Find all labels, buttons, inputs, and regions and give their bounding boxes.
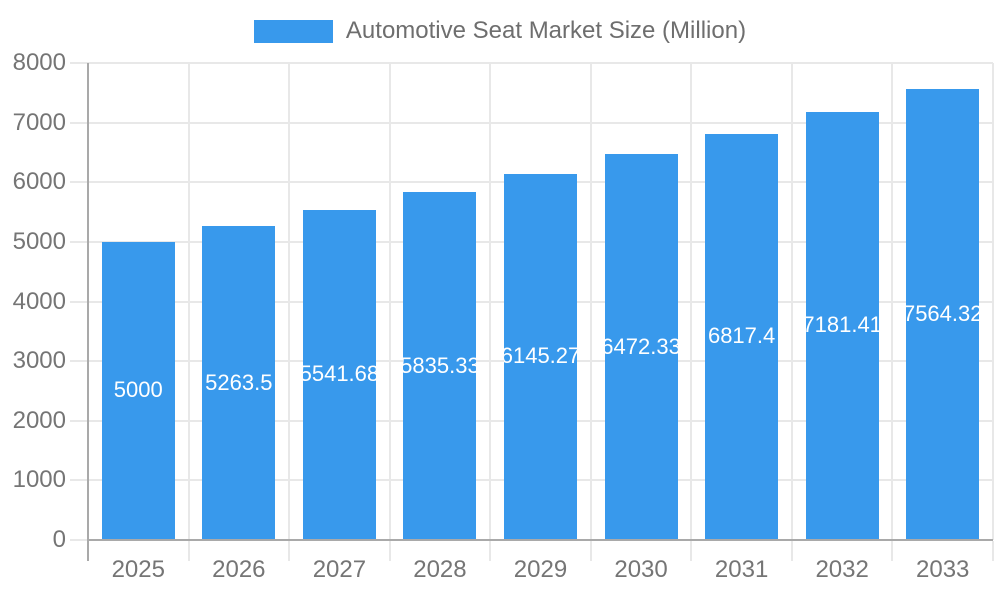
y-axis-line: [87, 63, 89, 561]
y-tick-label: 1000: [12, 466, 66, 494]
chart-legend[interactable]: Automotive Seat Market Size (Million): [0, 19, 1000, 43]
x-tick-label: 2025: [111, 556, 165, 583]
bar[interactable]: 7564.32: [906, 88, 980, 539]
x-tick: [388, 541, 391, 561]
legend-swatch-icon: [253, 19, 333, 43]
bar[interactable]: 7181.41: [805, 111, 879, 539]
y-tick-label: 6000: [12, 168, 66, 196]
bar-value-label: 6817.4: [707, 323, 776, 349]
bar-value-label: 6472.33: [604, 333, 678, 359]
x-tick-label: 2032: [815, 556, 869, 583]
x-tick-label: 2026: [212, 556, 266, 583]
legend-label: Automotive Seat Market Size (Million): [345, 17, 747, 44]
y-tick-label: 3000: [12, 347, 66, 375]
x-gridline: [187, 63, 190, 540]
y-tick-label: 8000: [12, 49, 66, 76]
x-tick: [992, 541, 994, 561]
bar[interactable]: 6817.4: [705, 133, 779, 539]
x-tick: [690, 541, 693, 561]
bar-value-label: 5835.33: [403, 352, 477, 378]
x-axis-line: [88, 539, 993, 541]
x-tick-label: 2029: [513, 556, 568, 583]
y-tick-label: 4000: [12, 287, 66, 315]
bar[interactable]: 5000: [101, 241, 175, 539]
bar[interactable]: 5835.33: [403, 192, 477, 539]
x-tick-label: 2028: [413, 556, 467, 583]
bar-value-label: 5000: [113, 377, 163, 403]
x-gridline: [489, 63, 492, 540]
bar-value-label: 6145.27: [504, 343, 577, 369]
bar-value-label: 7181.41: [805, 312, 879, 338]
x-tick-label: 2027: [312, 556, 367, 583]
x-tick: [891, 541, 894, 561]
x-tick-label: 2031: [714, 556, 769, 583]
y-tick-label: 0: [52, 526, 66, 553]
y-gridline: [70, 62, 993, 64]
y-tick-label: 5000: [12, 227, 66, 255]
x-tick: [187, 541, 190, 561]
bar[interactable]: 5263.5: [202, 226, 276, 539]
x-gridline: [690, 63, 693, 540]
x-tick: [489, 541, 492, 561]
x-gridline: [288, 63, 291, 540]
x-tick-label: 2033: [916, 556, 970, 583]
x-tick: [589, 541, 592, 561]
x-tick-label: 2030: [614, 556, 668, 583]
y-tick-label: 7000: [12, 108, 66, 136]
x-gridline: [891, 63, 894, 540]
bar-value-label: 5541.68: [302, 361, 376, 387]
x-gridline: [589, 63, 592, 540]
x-gridline: [388, 63, 391, 540]
x-tick: [288, 541, 291, 561]
x-gridline: [992, 63, 994, 540]
bar[interactable]: 5541.68: [302, 209, 376, 539]
bar[interactable]: 6472.33: [604, 154, 678, 539]
y-gridline: [70, 121, 993, 124]
bar[interactable]: 6145.27: [504, 173, 577, 539]
x-gridline: [790, 63, 793, 540]
bar-value-label: 7564.32: [906, 300, 980, 326]
y-tick-label: 2000: [12, 406, 66, 434]
bar-value-label: 5263.5: [205, 369, 273, 395]
x-tick: [790, 541, 793, 561]
